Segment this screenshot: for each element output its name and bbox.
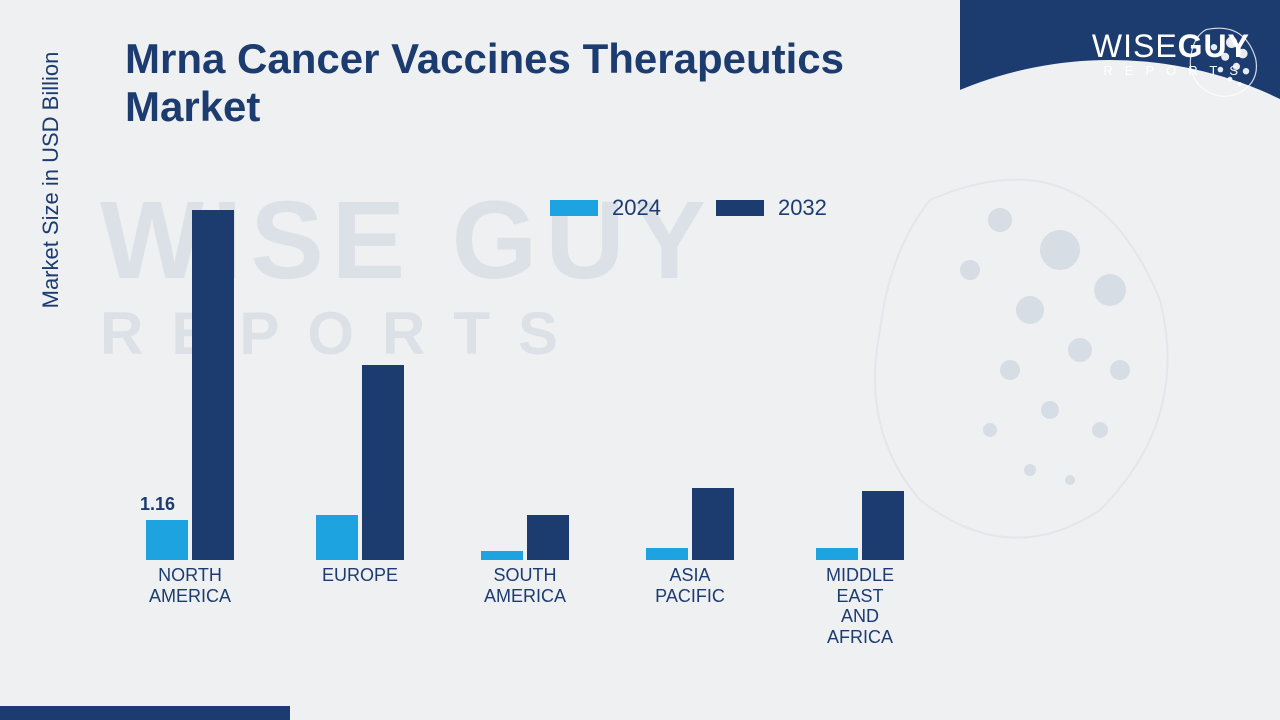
bar-series-a — [816, 548, 858, 560]
legend-swatch-b — [716, 200, 764, 216]
bar-series-b — [862, 491, 904, 560]
bar-series-a — [481, 551, 523, 560]
legend-label-b: 2032 — [778, 195, 827, 221]
legend-label-a: 2024 — [612, 195, 661, 221]
x-axis-label: NORTHAMERICA — [120, 565, 260, 606]
y-axis-label: Market Size in USD Billion — [38, 0, 64, 370]
page-root: WISE GUY REPORTS Mrna Cancer Vaccines Th… — [0, 0, 1280, 720]
value-label: 1.16 — [140, 494, 175, 515]
bar-series-b — [527, 515, 569, 560]
chart-region: NORTHAMERICAEUROPESOUTHAMERICAASIAPACIFI… — [100, 200, 1000, 600]
brand-logo: WISEGUY REPORTS — [1092, 28, 1250, 78]
bar-group — [800, 491, 920, 560]
bar-series-b — [362, 365, 404, 560]
bottom-accent-bar — [0, 706, 290, 720]
bar-series-a — [646, 548, 688, 560]
page-title: Mrna Cancer Vaccines Therapeutics Market — [125, 35, 905, 132]
legend-item-2024: 2024 — [550, 195, 661, 221]
bar-group — [465, 515, 585, 560]
bar-series-a — [146, 520, 188, 560]
brand-main: WISE — [1092, 28, 1178, 64]
legend-swatch-a — [550, 200, 598, 216]
x-axis-label: SOUTHAMERICA — [455, 565, 595, 606]
brand-bold: GUY — [1178, 28, 1250, 64]
bar-series-a — [316, 515, 358, 560]
x-axis-label: EUROPE — [290, 565, 430, 586]
x-axis-label: MIDDLEEASTANDAFRICA — [790, 565, 930, 648]
bar-group — [630, 488, 750, 560]
x-axis-label: ASIAPACIFIC — [620, 565, 760, 606]
chart-legend: 2024 2032 — [550, 195, 827, 221]
bar-series-b — [692, 488, 734, 560]
bar-group — [300, 365, 420, 560]
bar-series-b — [192, 210, 234, 560]
brand-name: WISEGUY — [1092, 28, 1250, 65]
legend-item-2032: 2032 — [716, 195, 827, 221]
plot-area — [100, 200, 1000, 560]
brand-sub: REPORTS — [1092, 63, 1250, 78]
